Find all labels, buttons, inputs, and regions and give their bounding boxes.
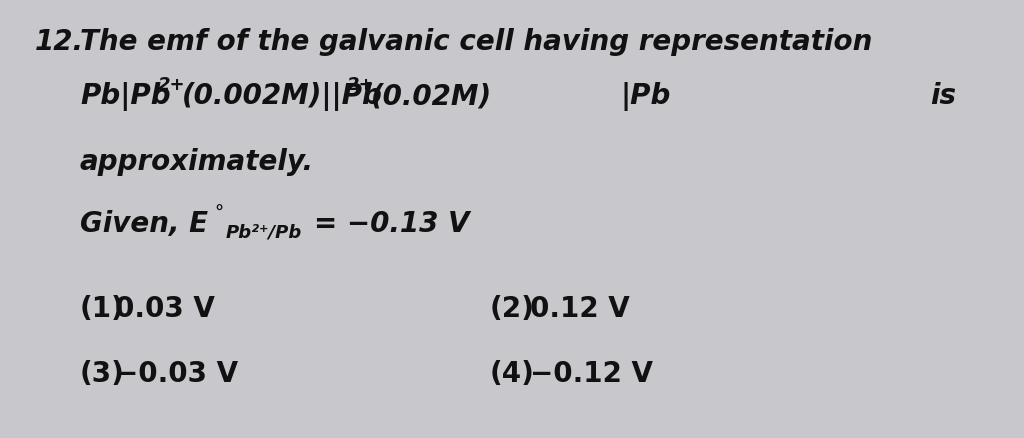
Text: −0.03 V: −0.03 V [115,359,239,387]
Text: 0.03 V: 0.03 V [115,294,215,322]
Text: Pb²⁺/Pb: Pb²⁺/Pb [226,223,302,241]
Text: (0.002M)||Pb: (0.002M)||Pb [182,82,383,111]
Text: |Pb: |Pb [620,82,671,111]
Text: The emf of the galvanic cell having representation: The emf of the galvanic cell having repr… [80,28,872,56]
Text: (0.02M): (0.02M) [371,82,493,110]
Text: °: ° [214,205,223,223]
Text: Given, E: Given, E [80,209,208,237]
Text: −0.12 V: −0.12 V [530,359,653,387]
Text: is: is [930,82,956,110]
Text: 2+: 2+ [158,76,185,94]
Text: Pb|Pb: Pb|Pb [80,82,171,111]
Text: 2+: 2+ [347,76,375,94]
Text: 12.: 12. [35,28,84,56]
Text: 0.12 V: 0.12 V [530,294,630,322]
Text: (4): (4) [490,359,535,387]
Text: approximately.: approximately. [80,148,314,176]
Text: (2): (2) [490,294,535,322]
Text: = −0.13 V: = −0.13 V [314,209,469,237]
Text: (1): (1) [80,294,125,322]
Text: (3): (3) [80,359,125,387]
